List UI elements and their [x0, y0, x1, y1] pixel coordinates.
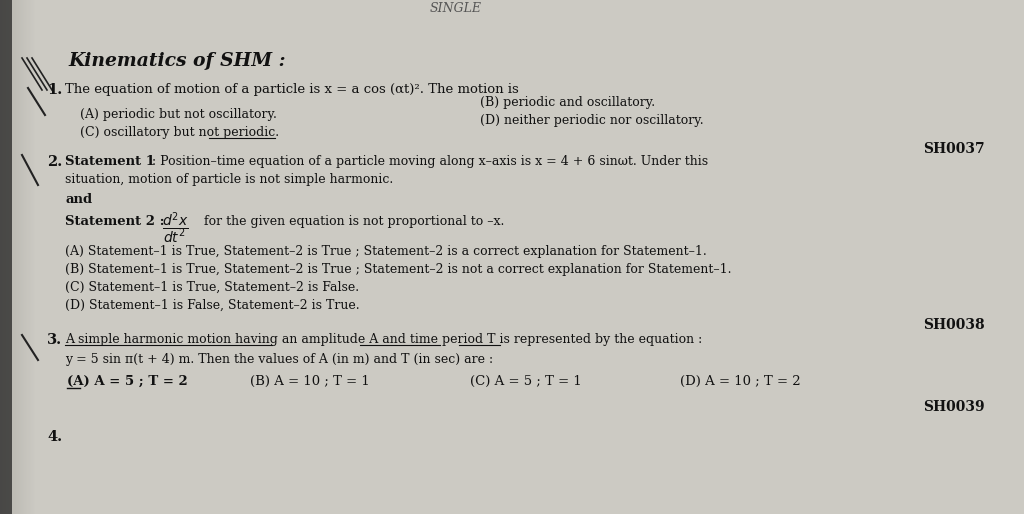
Text: (C) Statement–1 is True, Statement–2 is False.: (C) Statement–1 is True, Statement–2 is … — [65, 281, 359, 294]
Text: $\dfrac{d^2x}{dt^2}$: $\dfrac{d^2x}{dt^2}$ — [162, 210, 188, 246]
Text: SH0038: SH0038 — [924, 318, 985, 332]
Text: 2.: 2. — [47, 155, 62, 169]
Text: (D) Statement–1 is False, Statement–2 is True.: (D) Statement–1 is False, Statement–2 is… — [65, 299, 359, 312]
Text: 4.: 4. — [47, 430, 62, 444]
Text: y = 5 sin π(t + 4) m. Then the values of A (in m) and T (in sec) are :: y = 5 sin π(t + 4) m. Then the values of… — [65, 353, 494, 366]
Text: 3.: 3. — [47, 333, 62, 347]
Text: (B) A = 10 ; T = 1: (B) A = 10 ; T = 1 — [250, 375, 370, 388]
Text: (B) periodic and oscillatory.: (B) periodic and oscillatory. — [480, 96, 655, 109]
Text: (A) Statement–1 is True, Statement–2 is True ; Statement–2 is a correct explanat: (A) Statement–1 is True, Statement–2 is … — [65, 245, 707, 258]
Text: (D) neither periodic nor oscillatory.: (D) neither periodic nor oscillatory. — [480, 114, 703, 127]
Text: SH0037: SH0037 — [924, 142, 985, 156]
Text: (A) A = 5 ; T = 2: (A) A = 5 ; T = 2 — [67, 375, 187, 388]
Text: (D) A = 10 ; T = 2: (D) A = 10 ; T = 2 — [680, 375, 801, 388]
Text: (C) oscillatory but not periodic.: (C) oscillatory but not periodic. — [80, 126, 280, 139]
Text: (A) periodic but not oscillatory.: (A) periodic but not oscillatory. — [80, 108, 276, 121]
Text: SH0039: SH0039 — [924, 400, 985, 414]
Text: (B) Statement–1 is True, Statement–2 is True ; Statement–2 is not a correct expl: (B) Statement–1 is True, Statement–2 is … — [65, 263, 731, 276]
Text: Statement 1: Statement 1 — [65, 155, 155, 168]
Text: 1.: 1. — [47, 83, 62, 97]
Text: A simple harmonic motion having an amplitude A and time period T is represented : A simple harmonic motion having an ampli… — [65, 333, 702, 346]
Text: : Position–time equation of a particle moving along x–axis is x = 4 + 6 sinωt. U: : Position–time equation of a particle m… — [148, 155, 709, 168]
Text: situation, motion of particle is not simple harmonic.: situation, motion of particle is not sim… — [65, 173, 393, 186]
Text: (C) A = 5 ; T = 1: (C) A = 5 ; T = 1 — [470, 375, 582, 388]
Text: Statement 2 :: Statement 2 : — [65, 215, 169, 228]
Text: for the given equation is not proportional to –x.: for the given equation is not proportion… — [200, 215, 505, 228]
Text: Kinematics of SHM :: Kinematics of SHM : — [68, 52, 286, 70]
Text: and: and — [65, 193, 92, 206]
Text: SINGLE: SINGLE — [430, 2, 482, 15]
Text: The equation of motion of a particle is x = a cos (αt)². The motion is: The equation of motion of a particle is … — [65, 83, 519, 96]
Bar — [0, 0, 12, 514]
